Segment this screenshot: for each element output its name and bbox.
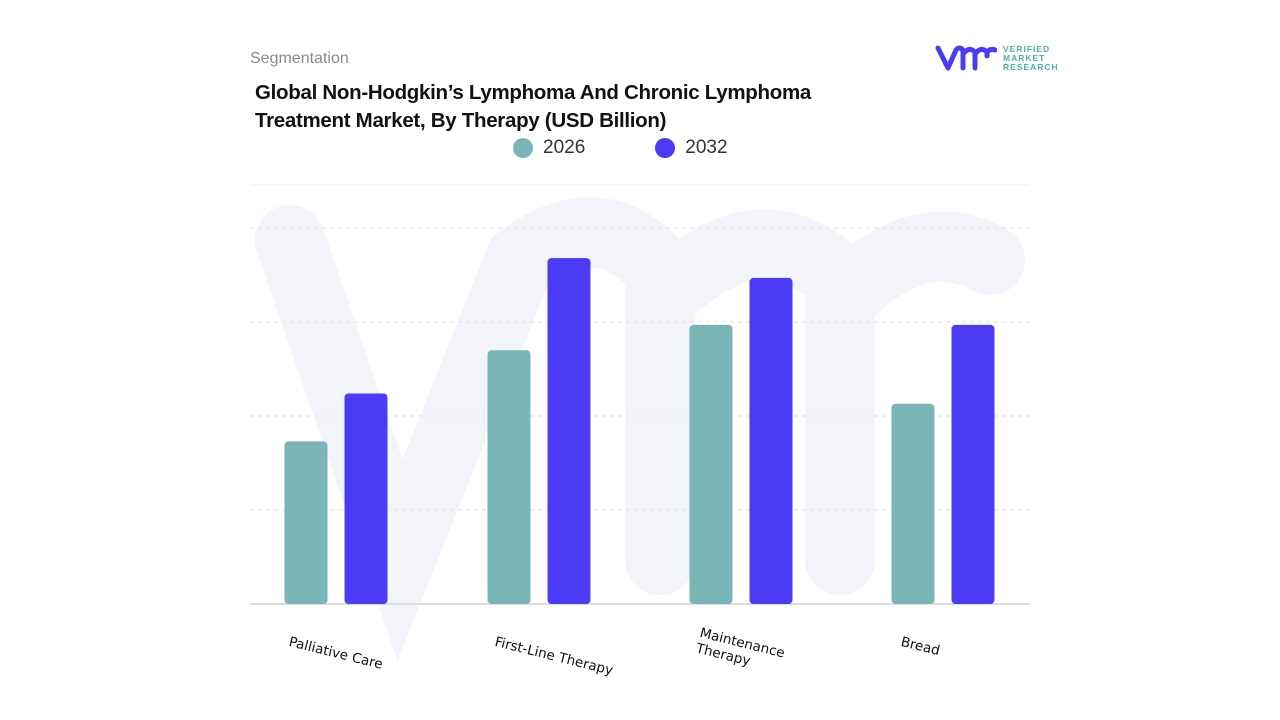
bar-2032-1 xyxy=(547,258,591,604)
watermark-logo xyxy=(255,197,1025,661)
bar-2026-2 xyxy=(689,324,733,604)
bar-2026-3 xyxy=(891,403,935,604)
legend: 2026 2032 xyxy=(513,137,728,159)
bar-2032-0 xyxy=(344,393,388,604)
legend-swatch-2032 xyxy=(655,138,676,158)
bar-2026-0 xyxy=(284,441,328,604)
legend-label-2032: 2032 xyxy=(685,137,728,158)
legend-item-2032: 2032 xyxy=(655,137,728,159)
bar-2032-3 xyxy=(951,324,995,604)
chart-title: Global Non-Hodgkin’s Lymphoma And Chroni… xyxy=(255,81,811,132)
logo-line-3: RESEARCH xyxy=(1003,61,1059,72)
bar-2026-1 xyxy=(487,350,531,604)
vmr-logo: VERIFIED MARKET RESEARCH xyxy=(935,44,1059,72)
logo-line-2: MARKET xyxy=(1003,52,1046,63)
bar-2032-2 xyxy=(749,277,793,604)
segmentation-label: Segmentation xyxy=(250,50,349,67)
logo-line-1: VERIFIED xyxy=(1003,43,1051,54)
legend-swatch-2026 xyxy=(513,138,533,158)
legend-item-2026: 2026 xyxy=(513,137,585,159)
legend-label-2026: 2026 xyxy=(543,137,586,158)
vmr-logo-mark xyxy=(935,45,997,71)
